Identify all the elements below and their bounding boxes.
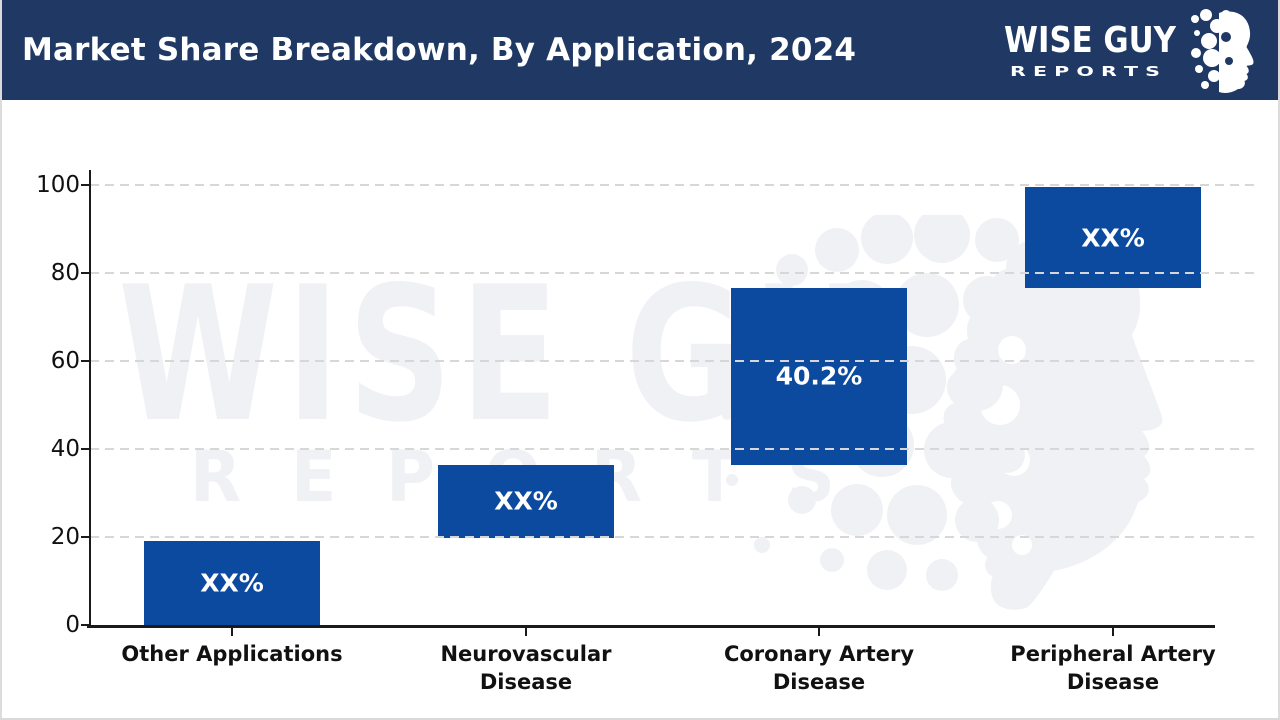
y-axis-tick [81,360,90,362]
y-axis-tick [81,624,90,626]
y-axis-tick [81,448,90,450]
x-axis-category-label: Peripheral Artery Disease [1010,642,1216,695]
y-axis-tick [81,536,90,538]
gridline [90,360,1254,362]
x-axis-tick [231,628,233,636]
gridline [90,272,1254,274]
brand-face-icon [1191,9,1254,94]
y-axis-tick-label: 100 [36,172,80,198]
brand-logo-graphic: WISE GUY R E P O R T S [1004,9,1254,94]
x-axis-tick [818,628,820,636]
y-axis-tick-label: 80 [50,260,80,286]
gridline [90,184,1254,186]
bar-value-label: XX% [494,486,558,516]
brand-subtext: R E P O R T S [1010,65,1160,80]
header: Market Share Breakdown, By Application, … [2,0,1278,100]
bar: XX% [438,464,614,538]
bar-value-label: XX% [200,568,264,598]
x-axis-category-label: Other Applications [121,642,343,666]
x-axis-line [87,625,1215,628]
x-axis-category-label: Neurovascular Disease [440,642,612,695]
bar-value-label: 40.2% [775,361,863,391]
gridline [90,536,1254,538]
bar: XX% [144,541,320,625]
y-axis-tick-label: 20 [50,524,80,550]
bar-value-label: XX% [1081,223,1145,253]
y-axis-tick-label: 60 [50,348,80,374]
y-axis-tick [81,184,90,186]
y-axis-tick-label: 40 [50,436,80,462]
x-axis-tick [525,628,527,636]
y-axis-line [89,170,91,628]
bar: 40.2% [731,287,907,465]
x-axis-category-label: Coronary Artery Disease [723,642,915,695]
brand-logo: WISE GUY R E P O R T S [1002,6,1258,94]
brand-wordmark: WISE GUY [1004,20,1177,61]
y-axis-tick-label: 0 [65,612,80,638]
gridline [90,448,1254,450]
y-axis-tick [81,272,90,274]
x-axis-tick [1112,628,1114,636]
page-title: Market Share Breakdown, By Application, … [22,32,857,68]
